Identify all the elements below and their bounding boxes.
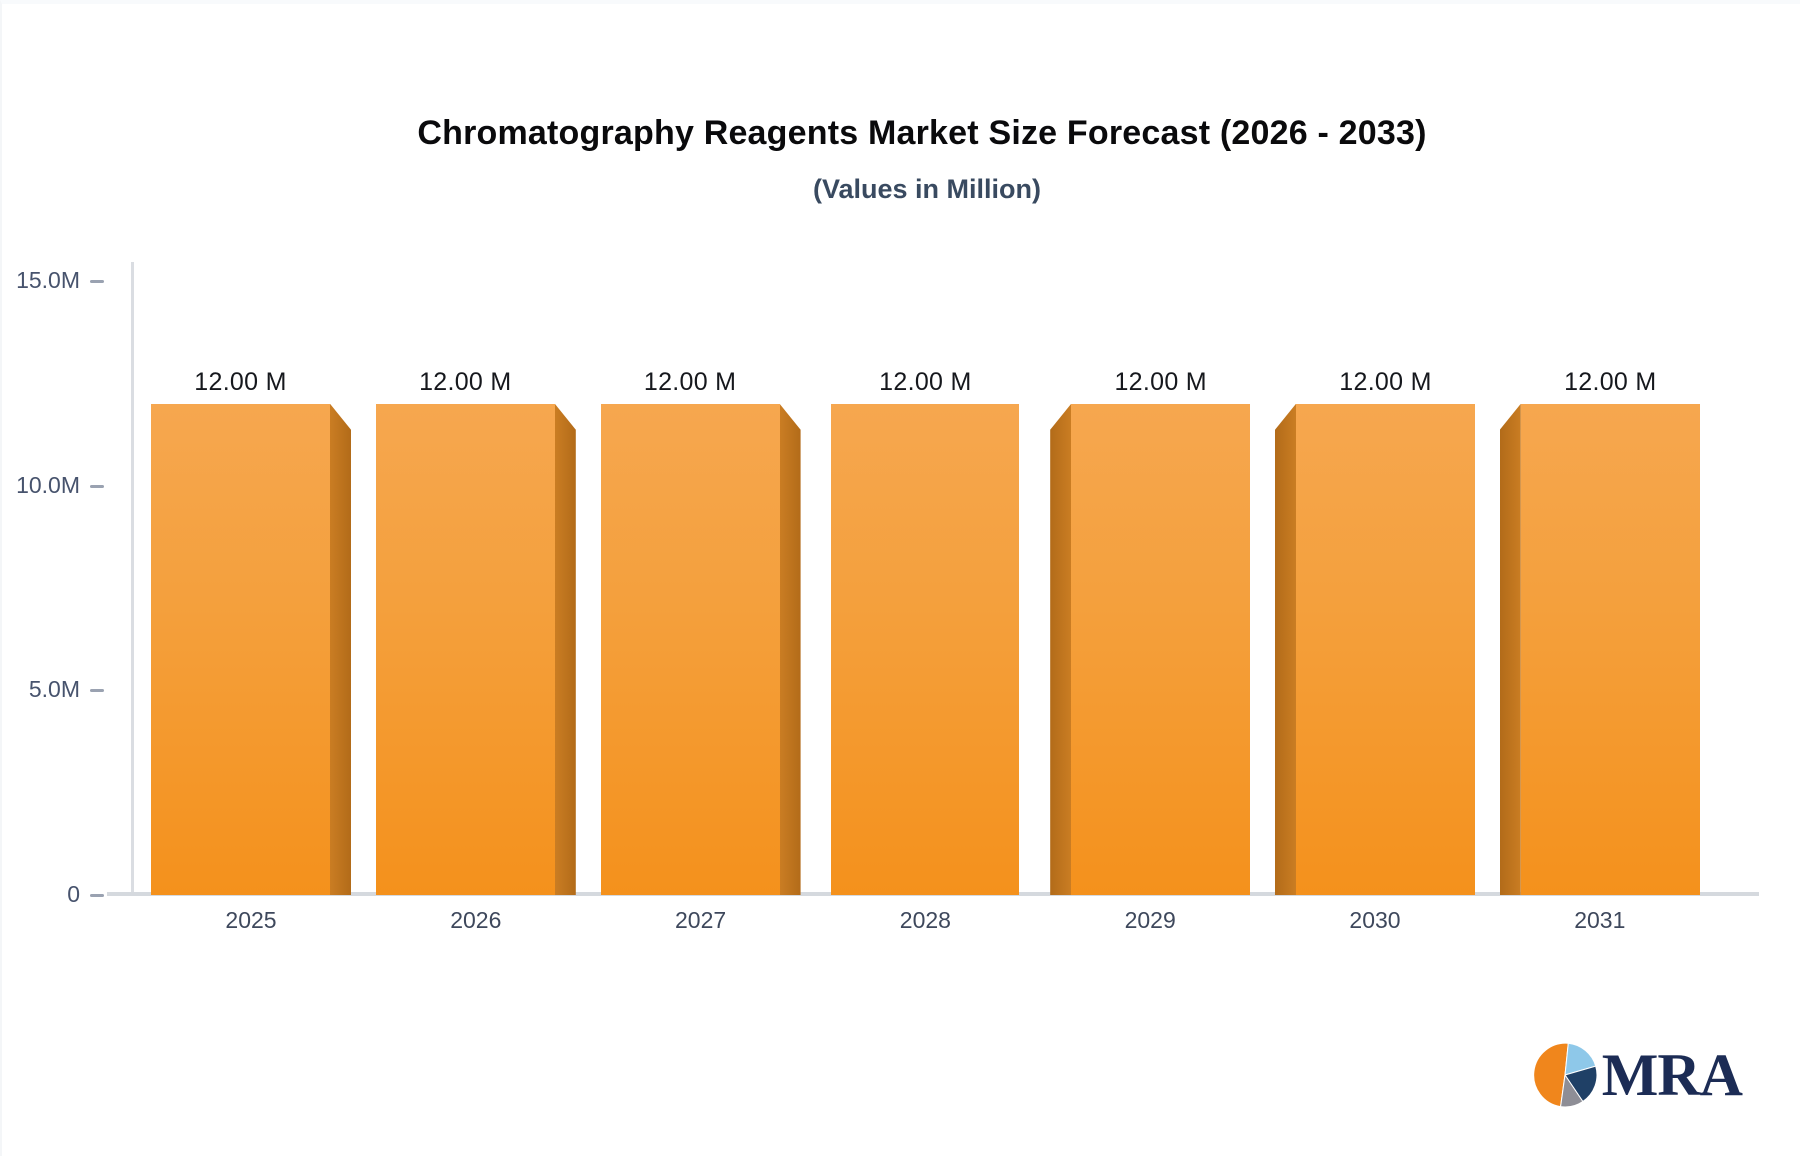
x-axis-tick-label: 2029	[1124, 907, 1176, 933]
bar-value-label: 12.00 M	[879, 367, 972, 396]
bar-3d-side	[779, 403, 801, 895]
chart-subtitle: (Values in Million)	[812, 174, 1042, 204]
bar-value-label: 12.00 M	[1564, 367, 1657, 396]
y-axis-line	[131, 262, 134, 896]
bar-3d-side	[554, 403, 576, 895]
x-axis-tick-label: 2031	[1574, 907, 1626, 933]
bar	[1071, 403, 1251, 895]
y-axis-tick-label: 15.0M	[16, 267, 80, 293]
bar-3d-side	[1275, 403, 1296, 895]
bar-value-label: 12.00 M	[1339, 367, 1432, 396]
y-axis-tick-mark	[90, 689, 104, 693]
x-axis-tick-label: 2026	[450, 907, 502, 933]
bar	[600, 403, 780, 895]
y-axis-tick-mark	[90, 280, 104, 283]
bar-value-label: 12.00 M	[643, 367, 737, 396]
x-axis-tick-label: 2030	[1349, 907, 1401, 933]
pie-chart-logo-icon	[1532, 1042, 1598, 1108]
bar	[831, 403, 1020, 895]
bar	[375, 403, 555, 895]
bar	[1296, 403, 1475, 895]
x-axis-tick-label: 2027	[675, 907, 727, 933]
y-axis-tick-label: 5.0M	[28, 676, 80, 703]
y-axis-tick-label: 10.0M	[16, 471, 80, 498]
bar-3d-side	[330, 403, 351, 895]
x-axis-tick-label: 2025	[225, 907, 277, 933]
bar	[151, 403, 330, 895]
x-axis-tick-label: 2028	[899, 907, 951, 933]
bar-value-label: 12.00 M	[419, 367, 512, 396]
brand-logo: MRA	[1532, 1042, 1743, 1108]
y-axis-tick-label: 0	[67, 881, 80, 907]
y-axis-tick-mark	[90, 484, 104, 488]
brand-logo-text: MRA	[1601, 1042, 1743, 1108]
chart-title: Chromatography Reagents Market Size Fore…	[417, 114, 1427, 152]
bar-chart-plot: 15.0M 10.0M 5.0M 0 12.00 M 2025 12.00 M 2026 12…	[2, 4, 1800, 1156]
y-axis-tick-mark	[90, 894, 104, 897]
bar-value-label: 12.00 M	[194, 367, 287, 396]
bar-3d-side	[1499, 403, 1521, 895]
bar-3d-side	[1050, 403, 1072, 895]
bar-value-label: 12.00 M	[1114, 367, 1207, 396]
bar	[1520, 403, 1700, 895]
